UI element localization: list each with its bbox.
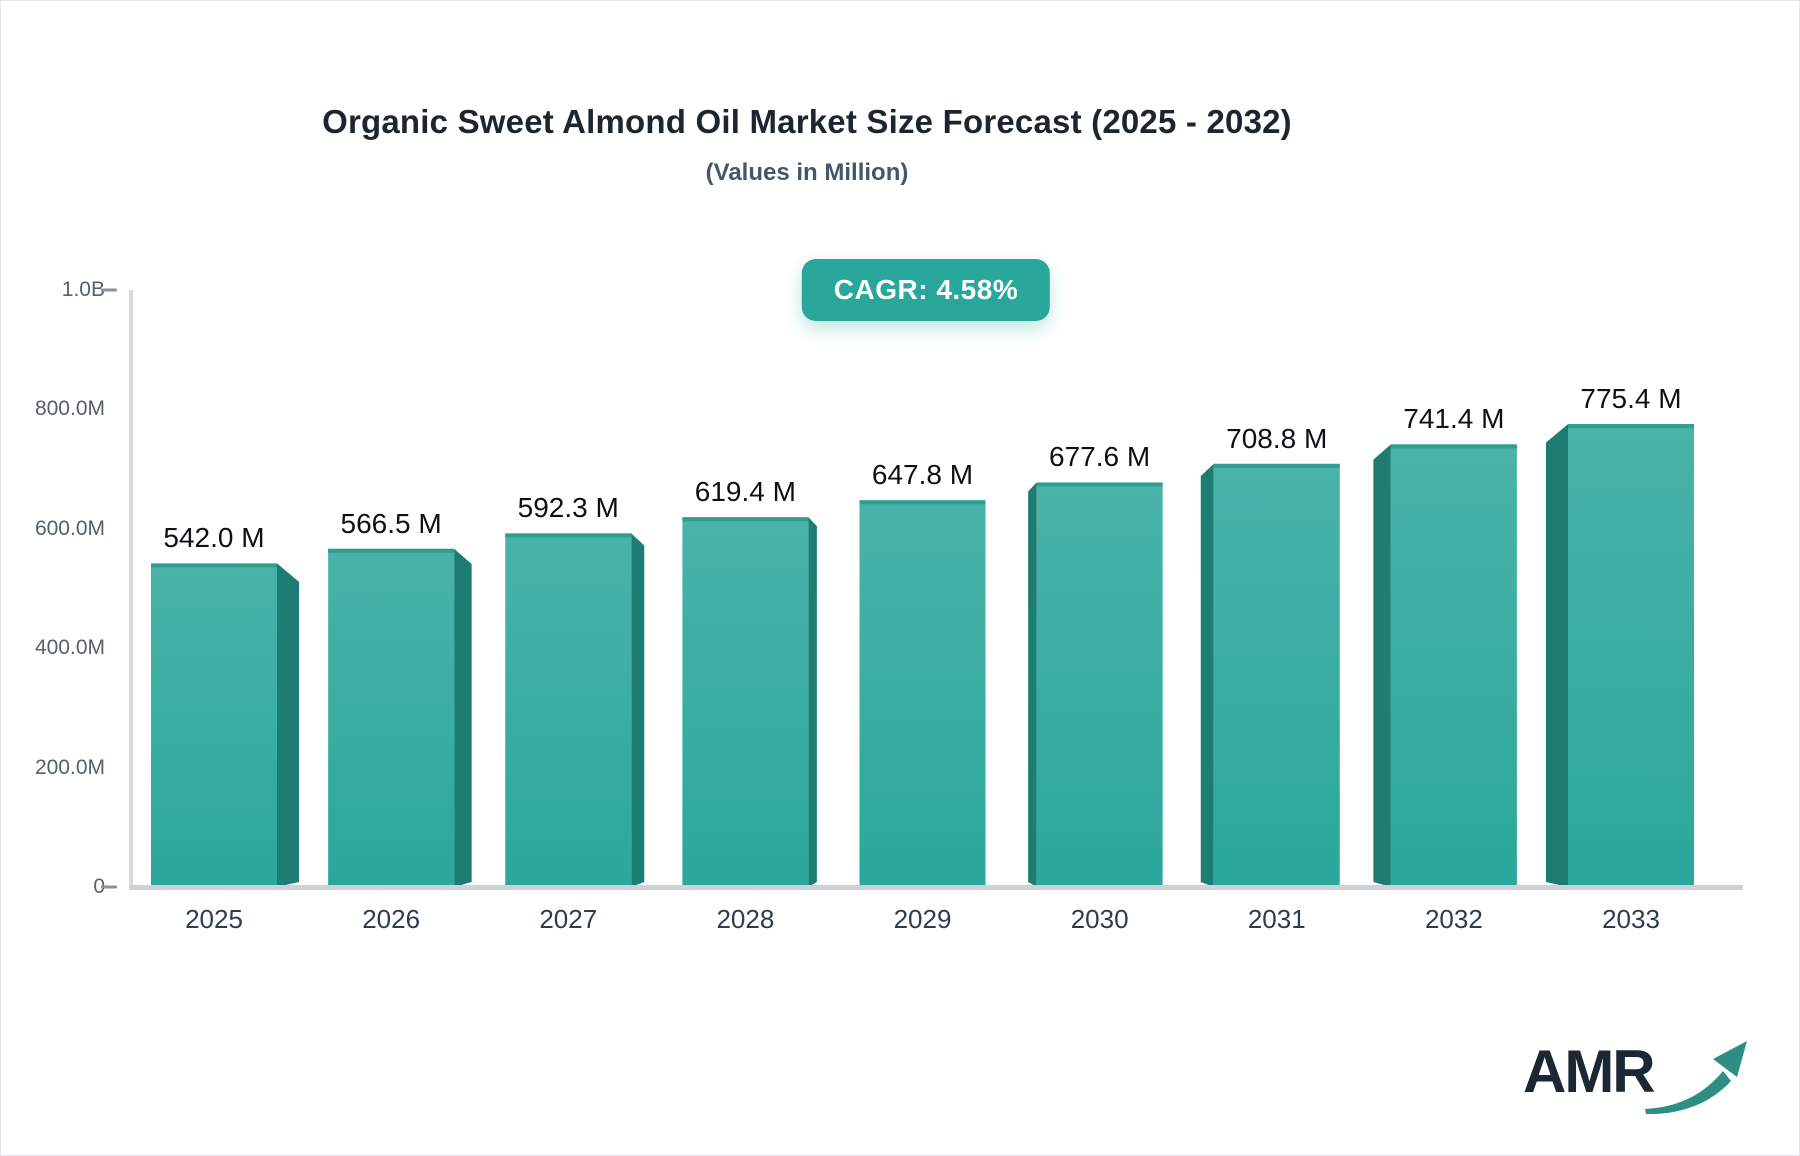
y-tick-label-600.0M: 600.0M [34, 516, 105, 540]
bar-top-edge [151, 563, 277, 568]
bar-top-edge [1036, 482, 1163, 487]
bar-value-label-2027: 592.3 M [517, 492, 619, 524]
chart-title: Organic Sweet Almond Oil Market Size For… [322, 103, 1292, 140]
bar-2031 [1213, 463, 1340, 887]
bar-side-2025 [277, 563, 299, 887]
bar-side-2031 [1200, 463, 1214, 887]
y-tick-dash [101, 288, 117, 292]
y-tick-label-1.0B: 1.0B [61, 278, 105, 301]
bar-value-label-2031: 708.8 M [1226, 422, 1328, 454]
y-tick-label-800.0M: 800.0M [34, 397, 105, 421]
bar-value-label-2028: 619.4 M [694, 476, 796, 508]
amr-logo-text: AMR [1523, 1038, 1656, 1105]
chart-subtitle: (Values in Million) [705, 159, 909, 186]
y-axis-line [129, 290, 133, 888]
bar-top-edge [328, 548, 455, 553]
bar-top-edge [1213, 463, 1340, 468]
x-tick-label-2028: 2028 [716, 904, 775, 934]
bar-2026 [328, 548, 455, 887]
bar-top-edge [1568, 424, 1694, 429]
trend-arrow-icon [1645, 1041, 1747, 1115]
bar-side-2032 [1373, 444, 1391, 887]
x-tick-label-2030: 2030 [1070, 904, 1129, 934]
cagr-badge: CAGR: 4.58% [801, 259, 1051, 321]
y-tick-dash [101, 885, 117, 889]
bar-top-edge [505, 533, 632, 538]
bar-2032 [1390, 444, 1517, 887]
bar-2033 [1568, 424, 1694, 887]
bar-top-edge [1390, 444, 1517, 449]
x-axis-line [129, 885, 1743, 890]
y-tick-label-200.0M: 200.0M [34, 755, 105, 779]
bar-side-2028 [808, 517, 817, 887]
x-tick-label-2027: 2027 [539, 904, 598, 934]
amr-logo: AMR [1523, 1031, 1753, 1121]
x-tick-label-2033: 2033 [1602, 904, 1660, 934]
bar-2029 [859, 500, 986, 887]
x-tick-label-2031: 2031 [1247, 904, 1306, 934]
x-tick-label-2029: 2029 [893, 904, 952, 934]
bar-top-edge [682, 517, 809, 522]
bar-side-2027 [631, 533, 645, 887]
bar-value-label-2030: 677.6 M [1049, 441, 1151, 473]
x-tick-label-2032: 2032 [1424, 904, 1483, 934]
bar-2028 [682, 517, 809, 887]
bar-value-label-2033: 775.4 M [1580, 383, 1682, 415]
bar-side-2030 [1028, 482, 1037, 887]
bar-side-2026 [454, 548, 472, 887]
cagr-badge-label: CAGR: 4.58% [833, 274, 1019, 305]
bar-side-2033 [1546, 424, 1568, 887]
bar-2025 [151, 563, 277, 887]
bar-2030 [1036, 482, 1163, 887]
bar-value-label-2029: 647.8 M [871, 459, 974, 491]
y-tick-label-0: 0 [93, 875, 105, 898]
x-tick-label-2026: 2026 [362, 904, 421, 934]
bar-value-label-2025: 542.0 M [163, 522, 265, 554]
bar-2027 [505, 533, 632, 887]
bar-top-edge [859, 500, 986, 505]
bar-value-label-2026: 566.5 M [340, 507, 442, 539]
x-tick-label-2025: 2025 [185, 904, 243, 934]
y-tick-label-400.0M: 400.0M [34, 636, 105, 660]
bar-value-label-2032: 741.4 M [1403, 403, 1505, 435]
